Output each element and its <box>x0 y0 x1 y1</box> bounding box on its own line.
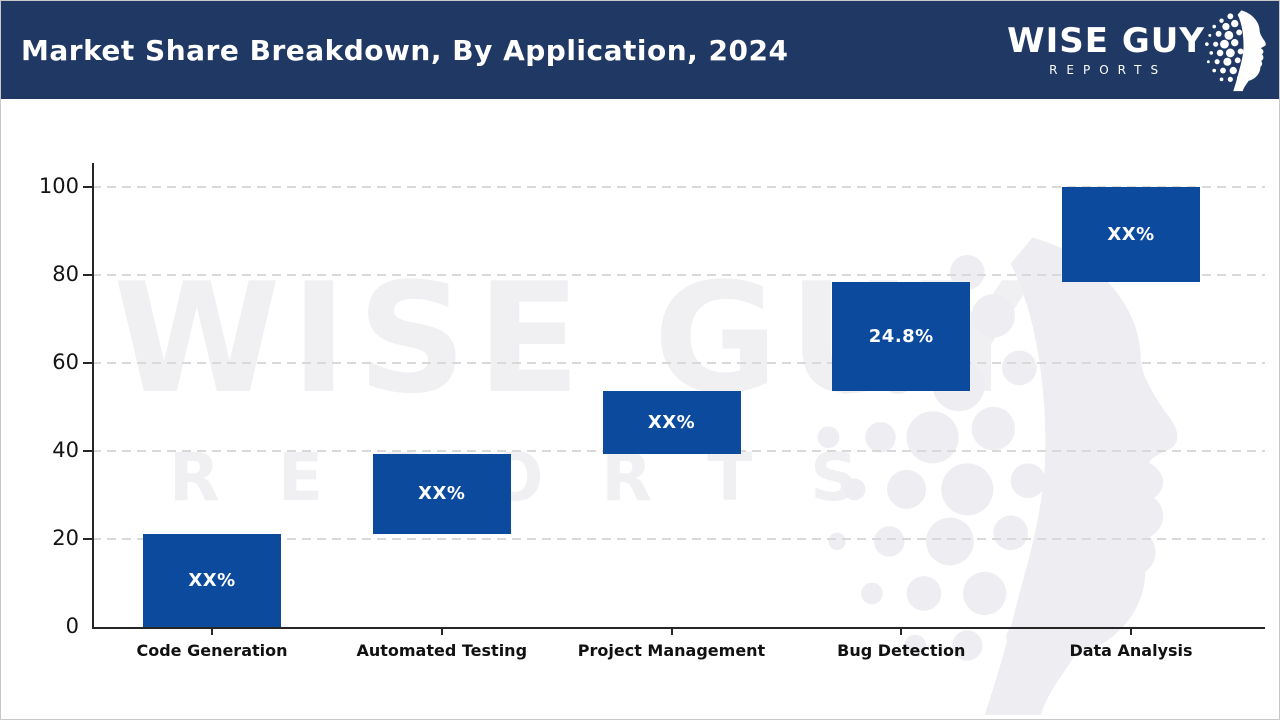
x-tick-mark <box>1130 627 1132 635</box>
y-tick-label: 100 <box>38 173 79 198</box>
brand-face-icon <box>1205 10 1266 92</box>
y-tick-mark <box>83 273 92 276</box>
y-tick-mark <box>83 449 92 452</box>
x-axis-label: Data Analysis <box>1069 641 1193 660</box>
y-tick-label: 80 <box>52 261 79 286</box>
bar-value-label: XX% <box>188 569 236 591</box>
bar-value-label: XX% <box>1107 223 1155 245</box>
bar-code-generation: XX% <box>143 533 281 627</box>
x-tick-mark <box>900 627 903 635</box>
bar-data-analysis: XX% <box>1062 186 1200 282</box>
x-axis-label: Automated Testing <box>356 641 528 660</box>
brand-logo-text: WISE GUY REPORTS <box>1007 24 1205 77</box>
x-tick-mark <box>211 627 213 635</box>
bar-bug-detection: 24.8% <box>832 281 971 391</box>
x-tick-mark <box>670 627 673 635</box>
header-band: Market Share Breakdown, By Application, … <box>1 1 1279 99</box>
watermark-reports-text: REPORTS <box>169 439 916 516</box>
gridline-60 <box>92 361 1265 364</box>
y-axis-line <box>92 163 94 629</box>
y-tick-mark <box>83 361 92 364</box>
bar-automated-testing: XX% <box>372 453 511 534</box>
x-tick-mark <box>440 627 443 635</box>
y-tick-mark <box>83 537 92 540</box>
y-tick-label: 40 <box>52 437 79 462</box>
y-tick-label: 60 <box>52 349 79 374</box>
brand-logo-subtitle: REPORTS <box>1049 62 1168 77</box>
gridline-100 <box>92 185 1265 188</box>
x-axis-label: Project Management <box>577 641 766 660</box>
gridline-20 <box>92 537 1265 540</box>
bar-value-label: XX% <box>418 483 466 505</box>
x-axis-label: Code Generation <box>136 641 288 660</box>
y-tick-mark <box>83 185 92 188</box>
x-axis-label: Bug Detection <box>837 641 966 660</box>
gridline-80 <box>92 273 1265 276</box>
y-tick-label: 20 <box>52 525 79 550</box>
bar-value-label: XX% <box>647 411 696 433</box>
x-axis-line <box>92 627 1265 629</box>
bar-project-management: XX% <box>602 390 741 454</box>
brand-logo-name: WISE GUY <box>1007 20 1205 61</box>
y-tick-label: 0 <box>65 614 79 638</box>
page-title: Market Share Breakdown, By Application, … <box>21 33 789 67</box>
brand-logo: WISE GUY REPORTS <box>1007 8 1279 92</box>
bar-value-label: 24.8% <box>868 325 934 347</box>
